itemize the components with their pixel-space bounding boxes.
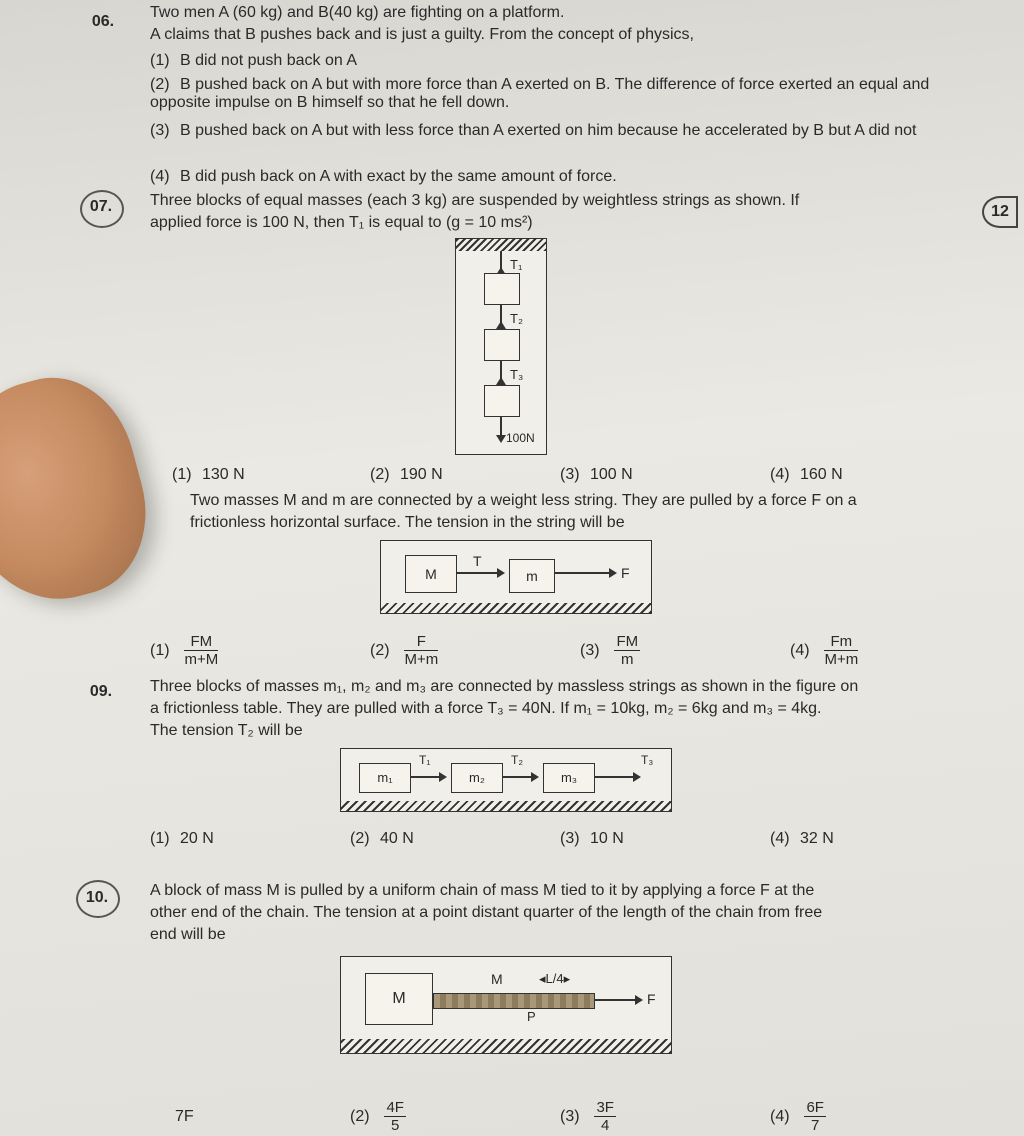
ceiling-hatch bbox=[456, 239, 546, 251]
q10-stem2: other end of the chain. The tension at a… bbox=[150, 902, 980, 924]
q08-stem2: frictionless horizontal surface. The ten… bbox=[190, 512, 990, 534]
thumb-image bbox=[0, 360, 165, 619]
q09-stem3: The tension T₂ will be bbox=[150, 720, 980, 742]
q10-number: 10. bbox=[82, 886, 112, 910]
blk-m1: m₁ bbox=[359, 763, 411, 793]
l4-label: ◂L/4▸ bbox=[539, 971, 570, 987]
blk-m2: m₂ bbox=[451, 763, 503, 793]
f-label: F bbox=[647, 991, 656, 1007]
q10-diagram: M M ◂L/4▸ P F bbox=[340, 956, 672, 1054]
arrow-t3 bbox=[496, 377, 506, 385]
ground2 bbox=[341, 801, 671, 811]
block-M: M bbox=[405, 555, 457, 593]
force-line2 bbox=[555, 572, 615, 574]
q08-opt4: (4) FmM+m bbox=[790, 634, 858, 667]
a3 bbox=[633, 772, 641, 782]
q09-number: 09. bbox=[86, 680, 116, 704]
q06-opt4: (4)B did push back on A with exact by th… bbox=[150, 168, 980, 186]
q08-diagram: M T m F bbox=[380, 540, 652, 614]
q09-diagram: m₁ T₁ m₂ T₂ m₃ T₃ bbox=[340, 748, 672, 812]
q07-stem1: Three blocks of equal masses (each 3 kg)… bbox=[150, 190, 970, 212]
arrow-r2 bbox=[609, 568, 617, 578]
q07-opt3: (3)100 N bbox=[560, 466, 633, 484]
ground3 bbox=[341, 1039, 671, 1053]
q06-number: 06. bbox=[88, 10, 118, 34]
q07-diagram: T₁ T₂ T₃ 100N bbox=[455, 238, 547, 455]
q09-opt4: (4)32 N bbox=[770, 830, 834, 848]
q06-stem1: Two men A (60 kg) and B(40 kg) are fight… bbox=[150, 2, 980, 24]
q09-stem1: Three blocks of masses m₁, m₂ and m₃ are… bbox=[150, 676, 980, 698]
label-t3: T₃ bbox=[510, 367, 523, 382]
lbl-t1: T₁ bbox=[419, 753, 430, 767]
q10-stem1: A block of mass M is pulled by a uniform… bbox=[150, 880, 980, 902]
lbl-t2: T₂ bbox=[511, 753, 523, 767]
q09-opt3: (3)10 N bbox=[560, 830, 624, 848]
q10-opt4: (4) 6F7 bbox=[770, 1100, 826, 1133]
q09-opt2: (2)40 N bbox=[350, 830, 414, 848]
badge-12: 12 bbox=[982, 196, 1018, 228]
q07-opt1: (1)130 N bbox=[172, 466, 245, 484]
q07-opt4: (4)160 N bbox=[770, 466, 843, 484]
block1 bbox=[484, 273, 520, 305]
q07-opt2: (2)190 N bbox=[370, 466, 443, 484]
blk-m3: m₃ bbox=[543, 763, 595, 793]
arrow-t2 bbox=[496, 321, 506, 329]
q10-stem3: end will be bbox=[150, 924, 980, 946]
q06-opt2: (2)B pushed back on A but with more forc… bbox=[150, 76, 980, 112]
arrow-down bbox=[496, 435, 506, 443]
ground-hatch bbox=[381, 603, 651, 613]
q10-opt2: (2) 4F5 bbox=[350, 1100, 406, 1133]
label-F: F bbox=[621, 565, 630, 581]
q08-opt2: (2) FM+m bbox=[370, 634, 438, 667]
block-m: m bbox=[509, 559, 555, 593]
block2 bbox=[484, 329, 520, 361]
label-100n: 100N bbox=[506, 431, 535, 445]
q10-opt3: (3) 3F4 bbox=[560, 1100, 616, 1133]
f-arrow bbox=[635, 995, 643, 1005]
lbl-t3: T₃ bbox=[641, 753, 653, 767]
arrow-r1 bbox=[497, 568, 505, 578]
q08-opt1: (1) FMm+M bbox=[150, 634, 218, 667]
q06-stem2: A claims that B pushes back and is just … bbox=[150, 24, 980, 46]
a1 bbox=[439, 772, 447, 782]
q06-opt1: (1)B did not push back on A bbox=[150, 52, 970, 70]
q07-number: 07. bbox=[86, 195, 116, 219]
q10-opt1: 7F bbox=[175, 1108, 194, 1126]
q08-stem1: Two masses M and m are connected by a we… bbox=[190, 490, 990, 512]
label-T: T bbox=[473, 553, 482, 569]
p-label: P bbox=[527, 1009, 536, 1024]
q06-opt3: (3)B pushed back on A but with less forc… bbox=[150, 122, 980, 140]
label-t2: T₂ bbox=[510, 311, 523, 326]
chain bbox=[433, 993, 595, 1009]
chain-M-label: M bbox=[491, 971, 503, 987]
block-M2: M bbox=[365, 973, 433, 1025]
q09-stem2: a frictionless table. They are pulled wi… bbox=[150, 698, 980, 720]
block3 bbox=[484, 385, 520, 417]
label-t1: T₁ bbox=[510, 257, 522, 272]
a2 bbox=[531, 772, 539, 782]
q09-opt1: (1)20 N bbox=[150, 830, 214, 848]
q08-opt3: (3) FMm bbox=[580, 634, 640, 667]
q07-stem2: applied force is 100 N, then T₁ is equal… bbox=[150, 212, 970, 234]
exam-page: 06. Two men A (60 kg) and B(40 kg) are f… bbox=[0, 0, 1024, 1136]
